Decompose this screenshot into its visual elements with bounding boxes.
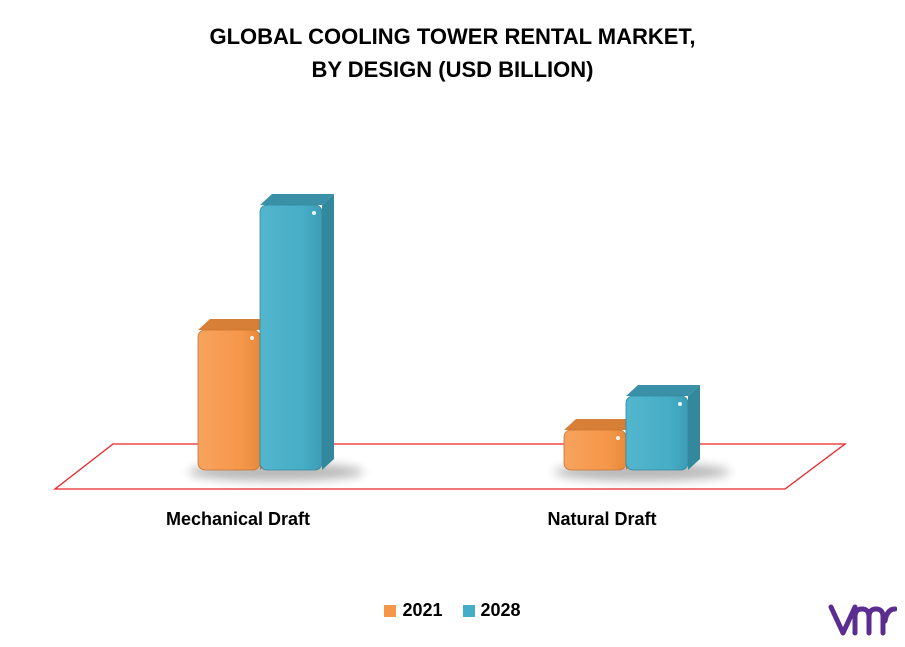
chart-title: GLOBAL COOLING TOWER RENTAL MARKET, BY D… [0,20,905,86]
chart-title-line-1: GLOBAL COOLING TOWER RENTAL MARKET, [209,24,696,49]
vmr-logo-icon [828,604,897,636]
legend: 2021 2028 [0,600,905,621]
chart-floor-plane [53,443,847,490]
legend-item-2028: 2028 [462,600,521,621]
legend-swatch-2028 [462,604,475,617]
legend-swatch-2021 [384,604,397,617]
category-label-natural-draft: Natural Draft [547,509,656,529]
bar-mechanical-draft-2028 [259,194,334,471]
legend-label-2021: 2021 [402,600,443,620]
legend-item-2021: 2021 [384,600,443,621]
chart-title-line-2: BY DESIGN (USD BILLION) [311,57,594,82]
bar-natural-draft-2028 [625,385,700,471]
category-label-mechanical-draft: Mechanical Draft [166,509,310,529]
legend-label-2028: 2028 [480,600,521,620]
